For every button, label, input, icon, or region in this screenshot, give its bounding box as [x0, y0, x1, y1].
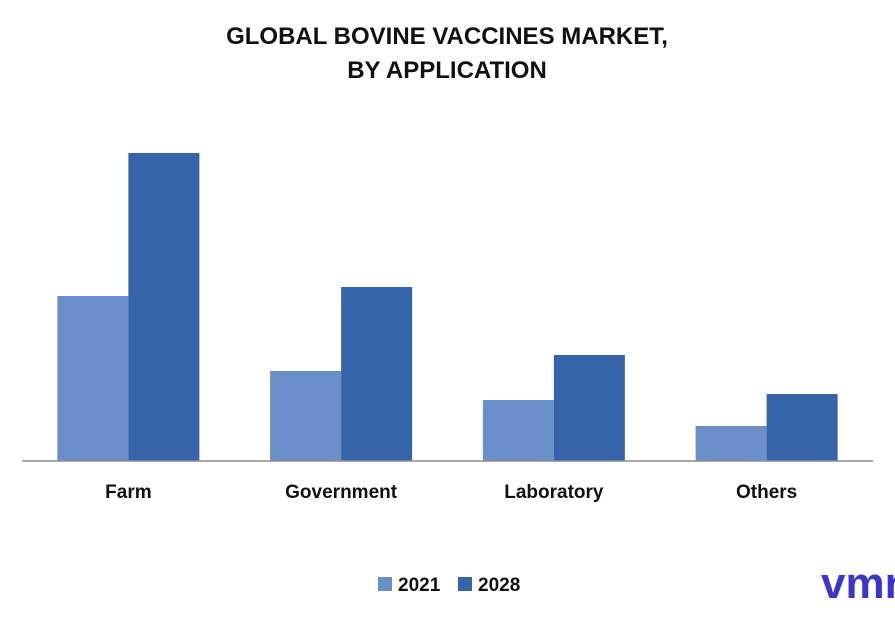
- x-tick-label: Government: [285, 482, 398, 503]
- legend-label-2028: 2028: [478, 575, 520, 596]
- legend-label-2021: 2021: [398, 575, 441, 596]
- legend-swatch-2028: [458, 577, 472, 591]
- bar-government-2021: [270, 371, 342, 461]
- x-tick-label: Farm: [105, 482, 151, 503]
- chart-subtitle: BY APPLICATION: [347, 57, 547, 84]
- bar-laboratory-2028: [553, 355, 625, 461]
- chart-title: GLOBAL BOVINE VACCINES MARKET,: [226, 23, 668, 50]
- bar-farm-2028: [128, 153, 200, 461]
- x-tick-label: Others: [736, 482, 797, 503]
- x-tick-label: Laboratory: [504, 482, 604, 503]
- bar-government-2028: [341, 287, 413, 461]
- legend-swatch-2021: [378, 577, 392, 591]
- vmr-logo: vmr: [821, 559, 895, 608]
- bar-others-2021: [695, 426, 767, 461]
- bar-farm-2021: [57, 296, 129, 461]
- plot-area: [57, 153, 838, 461]
- x-tick-labels: Farm Government Laboratory Others: [105, 482, 797, 503]
- legend: 2021 2028: [378, 575, 520, 596]
- bar-others-2028: [766, 394, 838, 461]
- bar-laboratory-2021: [482, 400, 554, 461]
